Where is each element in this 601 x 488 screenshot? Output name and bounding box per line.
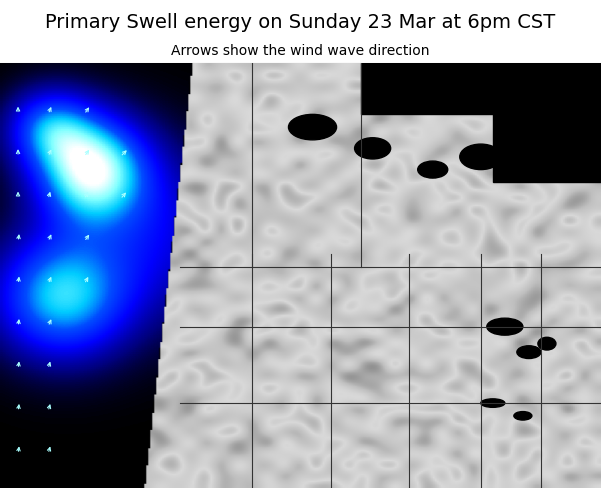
Text: Arrows show the wind wave direction: Arrows show the wind wave direction [171,44,430,58]
Ellipse shape [460,144,502,169]
Ellipse shape [288,114,337,140]
Text: Primary Swell energy on Sunday 23 Mar at 6pm CST: Primary Swell energy on Sunday 23 Mar at… [45,13,556,32]
Ellipse shape [481,399,505,407]
Bar [361,63,601,114]
Ellipse shape [418,161,448,178]
Ellipse shape [511,123,571,157]
Ellipse shape [355,138,391,159]
Ellipse shape [514,411,532,420]
Bar [493,63,601,183]
Ellipse shape [517,346,541,359]
Ellipse shape [487,318,523,335]
Ellipse shape [538,337,556,350]
